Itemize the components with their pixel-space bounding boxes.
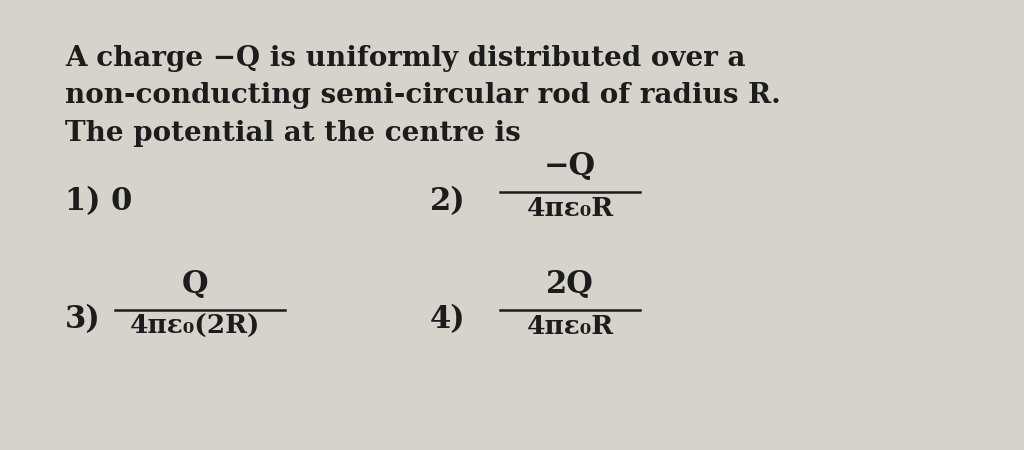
Text: 2Q: 2Q (546, 269, 594, 300)
Text: Q: Q (181, 269, 208, 300)
Text: A charge −Q is uniformly distributed over a: A charge −Q is uniformly distributed ove… (65, 45, 745, 72)
Text: 4πε₀R: 4πε₀R (526, 314, 613, 339)
Text: The potential at the centre is: The potential at the centre is (65, 120, 521, 147)
Text: 3): 3) (65, 305, 100, 336)
Text: 2): 2) (430, 186, 466, 217)
Text: 4πε₀(2R): 4πε₀(2R) (130, 314, 260, 339)
Text: 1) 0: 1) 0 (65, 186, 132, 217)
Text: 4): 4) (430, 305, 466, 336)
Text: 4πε₀R: 4πε₀R (526, 196, 613, 221)
Text: non-conducting semi-circular rod of radius R.: non-conducting semi-circular rod of radi… (65, 82, 780, 109)
Text: −Q: −Q (544, 151, 596, 182)
